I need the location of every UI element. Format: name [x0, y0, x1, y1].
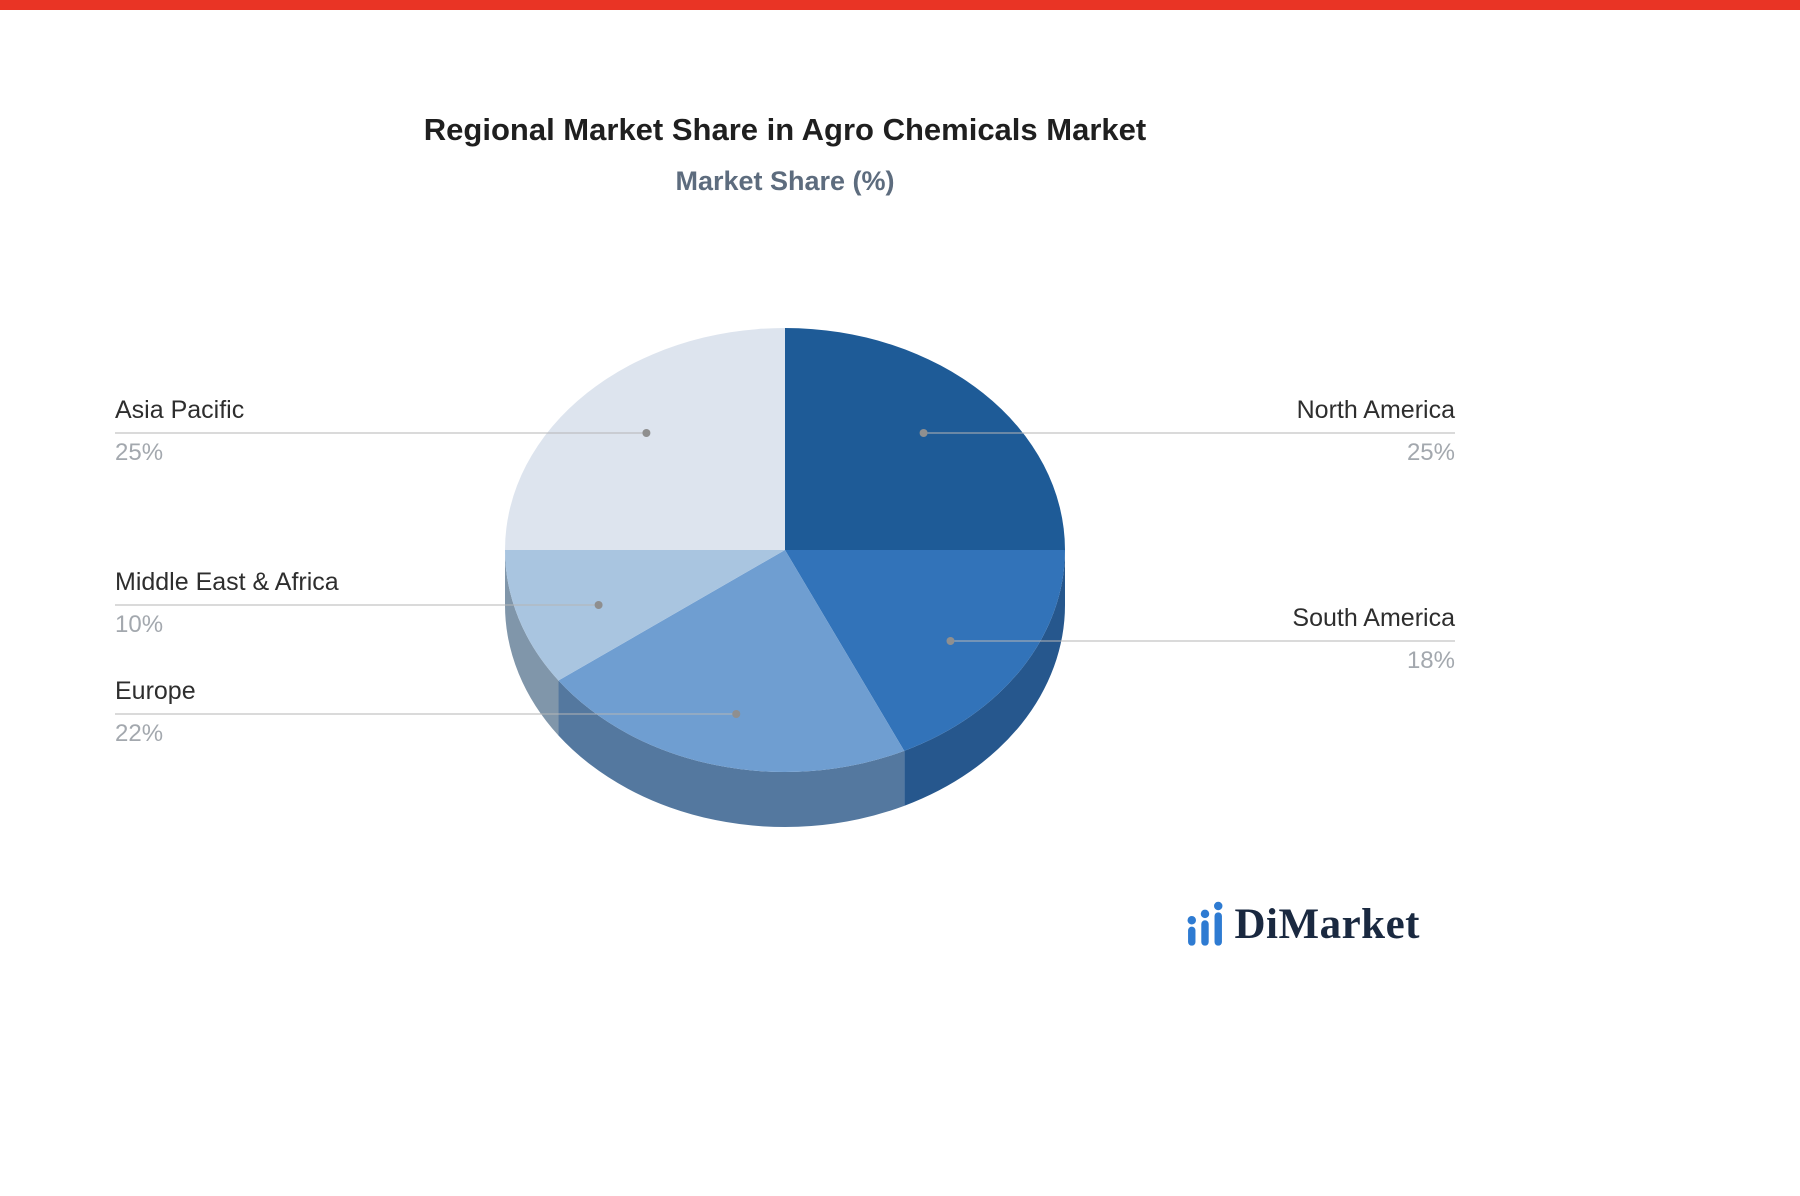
slice-value: 25% — [1406, 439, 1455, 466]
leader-dot-asia-pacific — [642, 429, 651, 437]
chart-subtitle: Market Share (%) — [675, 166, 895, 196]
chart-title: Regional Market Share in Agro Chemicals … — [423, 112, 1147, 147]
slice-value: 10% — [115, 611, 164, 638]
pie-slice-middle-east-africa — [505, 550, 785, 681]
pie-slice-side-europe — [558, 680, 905, 827]
slice-value: 22% — [115, 720, 164, 747]
label-south-america: South America 18% — [1292, 603, 1455, 676]
label-europe: Europe 22% — [115, 676, 196, 749]
pie-slice-side-south-america — [904, 550, 1065, 806]
leader-dot-south-america — [946, 637, 955, 645]
slice-name: North America — [1296, 396, 1455, 424]
pie-slice-south-america — [785, 550, 1065, 751]
slice-name: Middle East & Africa — [115, 568, 339, 596]
label-asia-pacific: Asia Pacific 25% — [115, 395, 244, 468]
logo-text: DiMarket — [1234, 901, 1420, 948]
leader-dot-europe — [732, 710, 741, 718]
pie-slice-side-middle-east-africa — [505, 550, 559, 736]
slice-value: 25% — [115, 439, 164, 466]
slice-value: 18% — [1406, 647, 1455, 674]
slice-name: South America — [1292, 604, 1455, 632]
bar-chart-logo-icon — [1187, 901, 1222, 946]
label-north-america: North America 25% — [1297, 395, 1455, 468]
leader-dot-north-america — [919, 429, 928, 437]
slice-name: Asia Pacific — [115, 396, 245, 424]
slice-name: Europe — [115, 677, 196, 705]
pie-slice-europe — [558, 550, 905, 772]
pie-slice-north-america — [785, 328, 1065, 550]
top-accent-bar — [0, 0, 1800, 10]
dimarket-logo: DiMarket — [1187, 900, 1421, 949]
pie-slice-asia-pacific — [505, 328, 785, 550]
label-middle-east-africa: Middle East & Africa 10% — [115, 567, 339, 640]
leader-dot-middle-east-africa — [594, 601, 603, 609]
